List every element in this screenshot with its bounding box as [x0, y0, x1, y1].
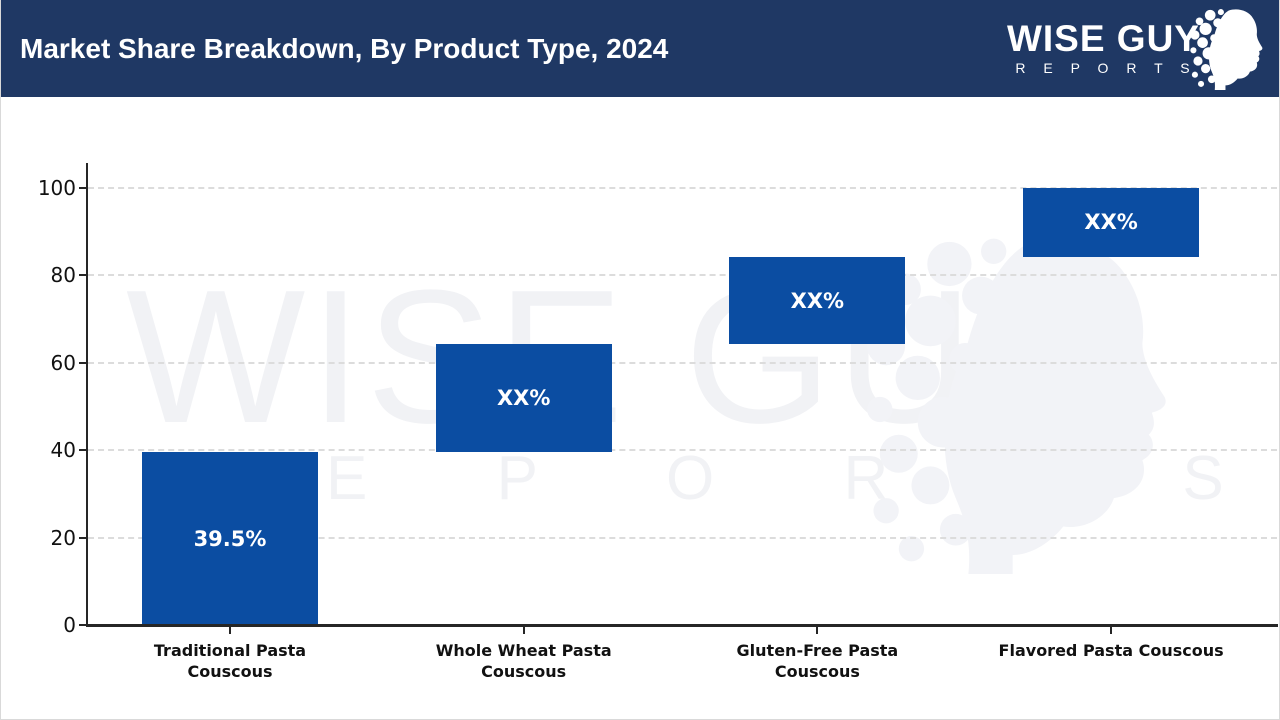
bar-whole-wheat-pasta-couscous: XX%	[435, 344, 612, 453]
category-label-flavored-pasta-couscous: Flavored Pasta Couscous	[998, 641, 1224, 660]
bar-value-label: XX%	[1084, 210, 1138, 235]
bar-traditional-pasta-couscous: 39.5%	[142, 452, 318, 625]
x-tick-mark-3	[816, 627, 819, 634]
y-tick-label-20: 20	[50, 525, 76, 550]
category-label-traditional-pasta-couscous: Traditional Pasta Couscous	[153, 641, 307, 681]
y-tick-mark-20	[79, 536, 87, 539]
y-tick-mark-0	[79, 624, 87, 626]
category-label-whole-wheat-pasta-couscous: Whole Wheat Pasta Couscous	[435, 641, 612, 681]
bar-value-label: 39.5%	[193, 526, 267, 551]
logo-head-icon	[1184, 6, 1270, 90]
x-axis-line	[86, 624, 1278, 627]
y-tick-label-0: 0	[63, 613, 76, 637]
chart-title: Market Share Breakdown, By Product Type,…	[20, 32, 669, 64]
header-banner: Market Share Breakdown, By Product Type,…	[0, 0, 1280, 97]
y-tick-label-40: 40	[50, 438, 76, 462]
logo-text-wise-guy: WISE GUY	[1006, 18, 1200, 59]
y-tick-label-80: 80	[50, 263, 76, 287]
bar-value-label: XX%	[790, 288, 845, 313]
logo-wordmark: WISE GUY R E P O R T S	[1007, 20, 1200, 76]
gridline-20	[88, 536, 1277, 539]
bar-flavored-pasta-couscous: XX%	[1023, 187, 1200, 258]
gridline-40	[88, 449, 1277, 451]
bar-gluten-free-pasta-couscous: XX%	[729, 257, 906, 345]
y-tick-label-60: 60	[50, 350, 76, 375]
x-tick-mark-2	[522, 627, 525, 634]
wise-guy-reports-logo: WISE GUY R E P O R T S	[1007, 6, 1270, 90]
gridline-80	[88, 274, 1277, 276]
y-tick-mark-100	[79, 186, 87, 189]
y-tick-mark-60	[79, 361, 87, 364]
logo-text-reports: R E P O R T S	[1015, 60, 1197, 76]
bar-value-label: XX%	[496, 386, 551, 411]
y-axis-line	[86, 163, 88, 625]
gridline-100	[88, 186, 1277, 189]
y-tick-mark-80	[79, 274, 87, 276]
x-tick-mark-4	[1110, 627, 1113, 634]
x-tick-mark-1	[229, 627, 231, 634]
category-label-gluten-free-pasta-couscous: Gluten-Free Pasta Couscous	[736, 641, 899, 681]
y-tick-mark-40	[79, 449, 87, 451]
gridline-60	[88, 361, 1277, 364]
y-tick-label-100: 100	[37, 175, 76, 200]
